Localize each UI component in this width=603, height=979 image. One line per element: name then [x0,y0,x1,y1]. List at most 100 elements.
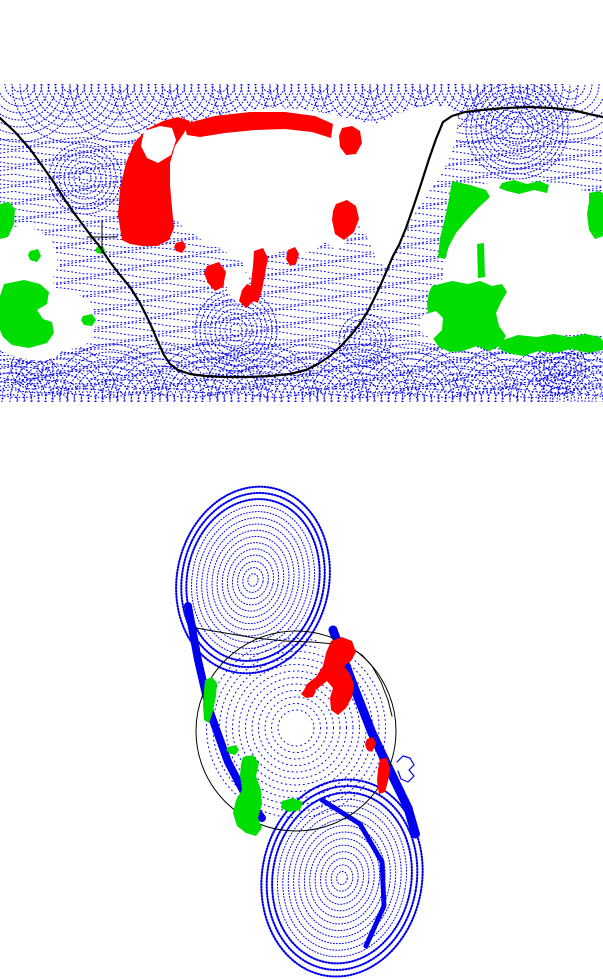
top-edge-fieldline-fans [40,84,100,114]
red-patch-spot [365,737,376,752]
top-edge-fieldline-fans [190,84,250,114]
top-edge-fieldline-fans [454,84,486,100]
closed-loop-family [343,318,387,362]
bottom-edge-fieldline-fans [51,343,169,402]
open-lobe-upper [201,517,305,643]
solar-limb-circle [195,630,397,832]
bottom-edge-fieldline-fans [0,372,40,402]
open-lobe-lower [320,851,364,905]
open-lobe-lower [276,798,408,958]
closed-loop-family [480,91,554,165]
bottom-edge-fieldline-fans [0,386,26,402]
closed-loop-family [500,111,534,145]
closed-loop-family [219,313,253,347]
closed-loop-family [348,323,382,357]
top-edge-fieldline-fans [140,84,200,114]
green-patch-spot [28,249,41,262]
bottom-edge-fieldline-fans [549,351,603,402]
closed-loop-family [73,166,97,190]
bottom-edge-fieldline-fans [123,365,197,402]
green-patch-band [203,677,217,723]
top-edge-fieldline-fans [61,84,179,143]
red-patch-spot [332,200,359,240]
closed-loop-family [490,101,544,155]
bottom-edge-fieldline-fans [244,386,276,402]
bottom-edge-fieldline-fans [516,358,603,402]
top-edge-fieldline-fans [511,84,603,143]
open-lobe-lower [265,785,419,971]
fieldline-striations [0,352,603,359]
top-edge-fieldline-fans [304,84,336,100]
bottom-edge-fieldline-fans [366,358,454,402]
green-patch-bar [477,243,485,278]
red-patch-spot [204,262,226,291]
closed-loop-family [353,328,377,352]
top-edge-fieldline-fans [26,84,114,128]
bottom-edge-fieldline-fans [501,393,519,402]
top-edge-fieldline-fans [333,84,407,121]
closed-loop-family [48,141,122,215]
closed-loop-family [510,121,524,135]
closed-loop-family [214,308,258,352]
green-patch-right-mass [427,281,507,352]
top-edge-fieldline-fans [0,84,57,121]
closed-loop-family [553,361,567,375]
top-edge-fieldline-fans [526,84,603,128]
bottom-edge-fieldline-fans [216,358,304,402]
bottom-edge-fieldline-fans [523,365,597,402]
top-edge-fieldline-fans [361,84,379,93]
red-patch-main [303,637,356,715]
top-edge-fieldline-fans [54,84,86,100]
bottom-edge-fieldline-fans [466,358,554,402]
closed-loop-family [53,146,117,210]
closed-loop-family [475,86,559,170]
bottom-edge-fieldline-fans [584,386,603,402]
open-lobe-lower [336,870,348,886]
fieldline-striations [0,154,603,161]
blue-squiggle-outline [396,755,415,783]
open-lobe-lower [271,791,413,965]
bottom-edge-fieldline-fans [144,386,176,402]
bottom-edge-fieldline-fans [451,393,469,402]
open-lobe-upper [247,573,259,587]
neutral-line-curve [0,105,603,379]
bottom-edge-fieldline-fans [180,372,240,402]
top-edge-fieldline-fans [490,84,550,114]
top-edge-fieldline-fans [433,84,507,121]
closed-loop-family [543,351,577,385]
closed-loop-family [495,106,539,150]
closed-loop-family [485,96,549,160]
top-edge-fieldline-fans [61,84,79,93]
bottom-edge-fieldline-fans [401,393,419,402]
bottom-edge-fieldline-fans [44,386,76,402]
bottom-edge-fieldline-fans [544,386,576,402]
top-edge-fieldline-fans [461,84,479,93]
closed-loop-family [358,333,372,347]
bottom-edge-fieldline-fans [494,386,526,402]
bottom-edge-fieldline-fans [591,393,603,402]
bottom-edge-fieldline-fans [444,386,476,402]
disk-streamline-arcs [251,683,341,773]
open-lobe-upper [226,548,280,612]
top-edge-fieldline-fans [111,84,129,93]
open-lobe-upper [237,560,269,600]
top-edge-fieldline-fans [183,84,257,121]
green-patch-right-border [438,181,490,259]
green-patch-top-bumps [499,180,549,194]
top-edge-fieldline-fans [461,84,579,143]
bottom-edge-fieldline-fans [194,386,226,402]
bottom-edge-fieldline-fans [351,343,469,402]
bottom-edge-fieldline-fans [301,393,319,402]
bottom-edge-fieldline-fans [570,372,603,402]
disk-streamline-arcs [277,709,315,747]
bottom-edge-fieldline-fans [423,365,497,402]
open-lobe-lower [303,831,381,925]
top-edge-fieldline-fans [33,84,107,121]
fieldline-striations [0,392,603,399]
bottom-edge-fieldline-fans [173,365,247,402]
disk-streamline-arcs [232,664,360,792]
bottom-edge-fieldline-fans [551,393,569,402]
closed-loop-family [548,356,572,380]
fieldline-striations [0,172,603,179]
